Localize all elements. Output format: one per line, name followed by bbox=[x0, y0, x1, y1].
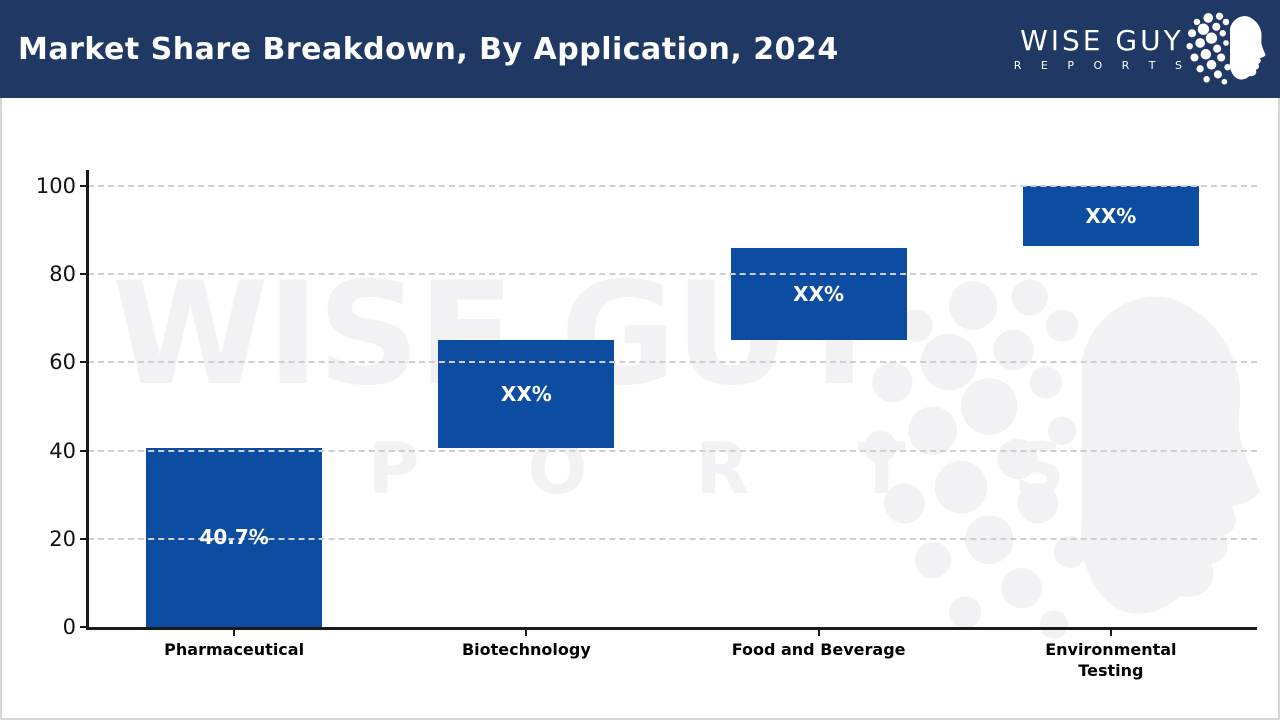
bar-value-label: XX% bbox=[1085, 203, 1137, 228]
bar-value-label: 40.7% bbox=[199, 525, 269, 550]
dotted-head-profile-icon bbox=[1186, 12, 1266, 85]
x-tick-2 bbox=[817, 629, 820, 636]
bar-biotechnology bbox=[438, 340, 615, 448]
y-tick-label-60: 60 bbox=[49, 350, 76, 375]
bar-value-label: XX% bbox=[500, 381, 552, 406]
x-tick-1 bbox=[525, 629, 528, 636]
y-tick-40 bbox=[80, 449, 88, 452]
gridline-40 bbox=[88, 449, 1257, 452]
y-tick-label-80: 80 bbox=[49, 262, 76, 287]
wise-guy-reports-logo: WISE GUY R E P O R T S bbox=[1014, 6, 1268, 92]
y-tick-label-20: 20 bbox=[49, 526, 76, 551]
y-tick-label-100: 100 bbox=[35, 174, 76, 198]
logo-subtitle: R E P O R T S bbox=[1013, 58, 1190, 72]
y-tick-80 bbox=[80, 273, 88, 276]
frame-border-bottom bbox=[0, 718, 1280, 720]
frame-border-right bbox=[1278, 98, 1280, 720]
x-category-label: Environmental Testing bbox=[1045, 640, 1177, 680]
bar-food-and-beverage bbox=[730, 247, 907, 341]
x-tick-3 bbox=[1109, 629, 1112, 636]
y-tick-60 bbox=[80, 361, 88, 364]
page-title: Market Share Breakdown, By Application, … bbox=[18, 31, 839, 67]
waterfall-chart: 0 20 40 60 80 100 40.7% Pharmaceutical XX% Biotec… bbox=[0, 98, 1280, 720]
logo-text: WISE GUY R E P O R T S bbox=[1013, 24, 1190, 72]
gridline-100 bbox=[88, 185, 1257, 187]
gridline-60 bbox=[88, 361, 1257, 364]
bar-value-label: XX% bbox=[793, 282, 845, 307]
x-axis-spine bbox=[86, 627, 1257, 630]
y-tick-100 bbox=[80, 185, 88, 187]
logo-wordmark: WISE GUY bbox=[1020, 24, 1184, 58]
y-tick-20 bbox=[80, 537, 88, 540]
y-tick-label-0: 0 bbox=[62, 615, 76, 639]
x-category-label: Pharmaceutical bbox=[164, 640, 305, 659]
x-tick-0 bbox=[233, 629, 236, 636]
gridline-20 bbox=[88, 537, 1257, 540]
y-tick-label-40: 40 bbox=[49, 438, 76, 463]
bar-pharmaceutical bbox=[146, 447, 323, 627]
y-tick-0 bbox=[80, 626, 88, 628]
x-category-label: Biotechnology bbox=[461, 640, 591, 659]
x-category-label: Food and Beverage bbox=[731, 640, 906, 659]
header-bar: Market Share Breakdown, By Application, … bbox=[0, 0, 1280, 98]
gridline-80 bbox=[88, 273, 1257, 276]
bar-environmental-testing bbox=[1022, 186, 1199, 246]
frame-border-left bbox=[0, 98, 2, 720]
y-axis-spine bbox=[86, 170, 89, 629]
